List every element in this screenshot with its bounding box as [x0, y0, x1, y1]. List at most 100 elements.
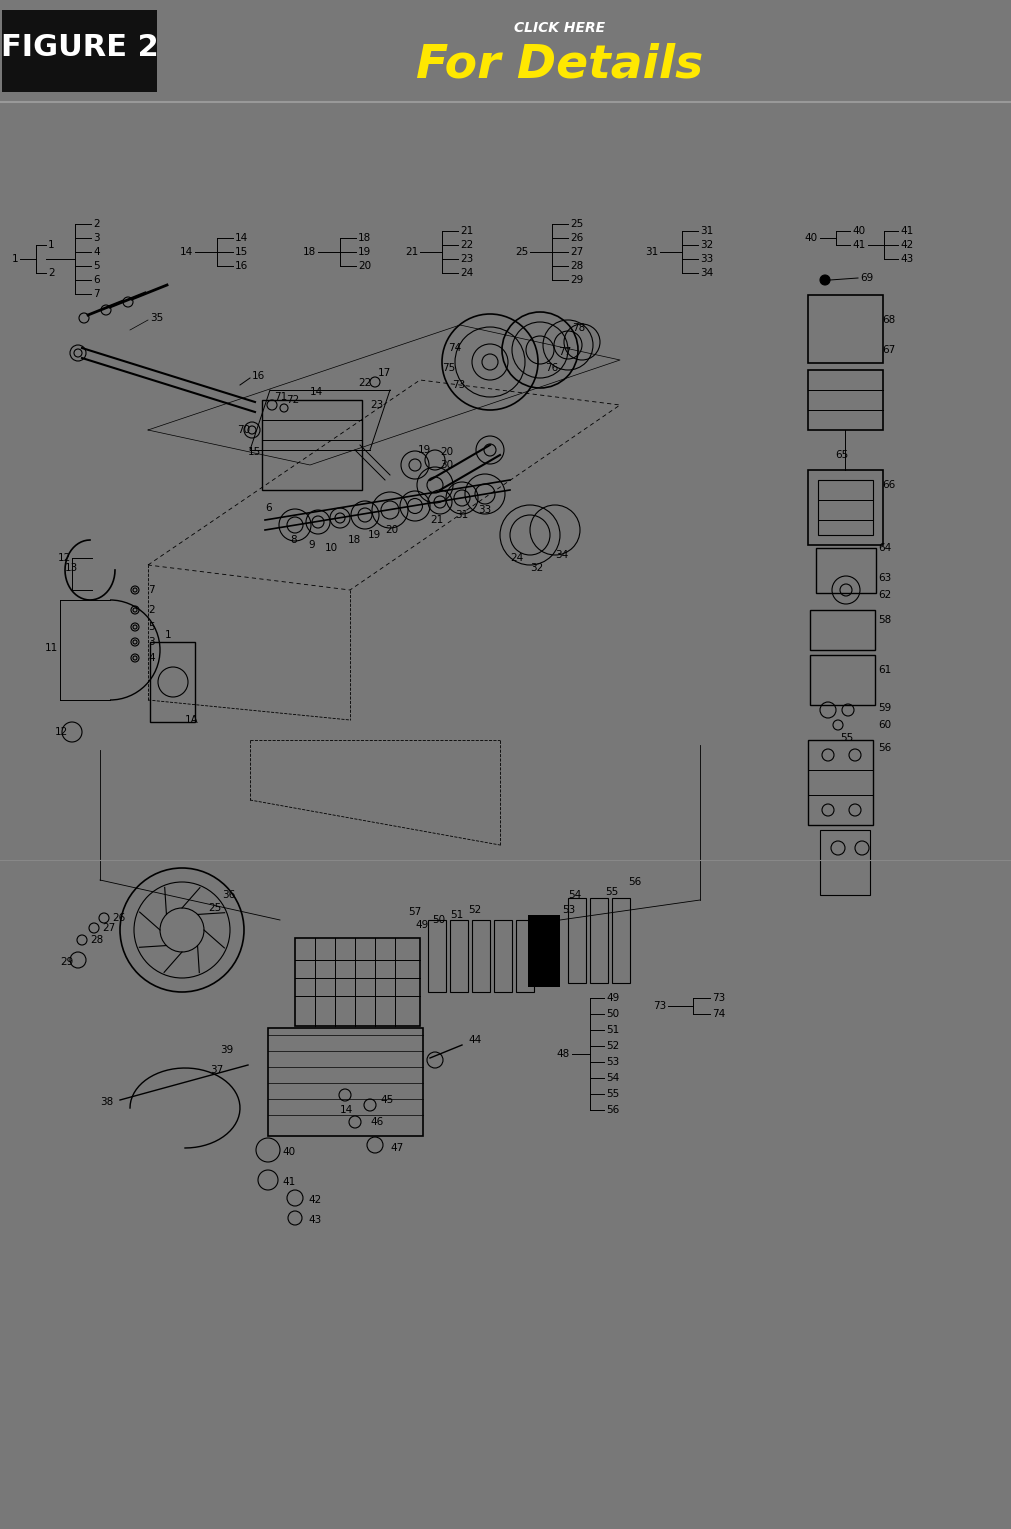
Text: 4: 4: [93, 248, 100, 257]
Text: 17: 17: [378, 368, 391, 378]
Bar: [516, 920, 534, 992]
Text: 32: 32: [700, 240, 713, 251]
Text: 26: 26: [112, 913, 125, 924]
Text: 32: 32: [530, 563, 543, 573]
Text: 14: 14: [340, 1105, 353, 1115]
Text: 29: 29: [570, 275, 583, 284]
Text: 19: 19: [418, 445, 432, 456]
Text: 56: 56: [628, 878, 641, 887]
Text: 14: 14: [235, 232, 249, 243]
Text: 53: 53: [562, 905, 575, 914]
Text: 27: 27: [570, 248, 583, 257]
Text: 43: 43: [308, 1216, 321, 1225]
Bar: [808, 740, 874, 826]
Text: 35: 35: [150, 313, 163, 323]
Text: 31: 31: [645, 248, 658, 257]
Text: 1A: 1A: [185, 716, 199, 725]
Text: 15: 15: [235, 248, 249, 257]
Bar: [808, 370, 883, 430]
Text: 24: 24: [460, 268, 473, 278]
Text: 58: 58: [878, 615, 892, 625]
Text: 59: 59: [878, 703, 892, 713]
Text: 1: 1: [165, 630, 172, 641]
Text: 19: 19: [358, 248, 371, 257]
Text: 72: 72: [286, 394, 299, 405]
Text: 30: 30: [440, 460, 453, 469]
Text: 10: 10: [325, 543, 338, 553]
Text: 27: 27: [102, 924, 115, 933]
Bar: [810, 654, 875, 705]
Text: 18: 18: [302, 248, 316, 257]
Text: 36: 36: [222, 890, 236, 901]
Text: 76: 76: [545, 362, 558, 373]
Text: 12: 12: [58, 553, 71, 563]
Text: 47: 47: [390, 1144, 403, 1153]
Text: 77: 77: [558, 347, 571, 356]
Text: 51: 51: [606, 1024, 620, 1035]
Text: 42: 42: [308, 1196, 321, 1205]
Text: 60: 60: [878, 720, 891, 729]
Text: 23: 23: [460, 254, 473, 265]
Text: 33: 33: [478, 505, 491, 515]
Text: 22: 22: [460, 240, 473, 251]
Bar: [295, 937, 420, 1026]
Text: 39: 39: [220, 1044, 234, 1055]
Text: 56: 56: [606, 1105, 620, 1115]
Text: 73: 73: [712, 992, 725, 1003]
Text: 66: 66: [882, 480, 896, 489]
Bar: [808, 295, 883, 362]
Text: 18: 18: [358, 232, 371, 243]
Text: 68: 68: [882, 315, 896, 326]
Bar: [808, 469, 883, 544]
Text: 50: 50: [606, 1009, 619, 1018]
Bar: [450, 920, 468, 992]
Text: 45: 45: [380, 1095, 393, 1105]
Text: 14: 14: [180, 248, 193, 257]
Text: 16: 16: [235, 261, 249, 271]
Text: 56: 56: [878, 743, 892, 752]
Text: 38: 38: [100, 1096, 113, 1107]
Text: 49: 49: [415, 920, 429, 930]
Text: 15: 15: [248, 446, 261, 457]
Text: 31: 31: [700, 226, 713, 235]
Text: 48: 48: [557, 1049, 570, 1060]
Text: 64: 64: [878, 543, 892, 553]
Text: 6: 6: [265, 503, 272, 514]
Text: 25: 25: [570, 219, 583, 229]
Text: 25: 25: [515, 248, 528, 257]
Text: 26: 26: [570, 232, 583, 243]
Text: 31: 31: [455, 511, 468, 520]
Text: 71: 71: [274, 391, 287, 402]
Text: 40: 40: [805, 232, 818, 243]
Bar: [262, 401, 362, 489]
Text: 34: 34: [700, 268, 713, 278]
Text: 67: 67: [882, 346, 896, 355]
Text: 54: 54: [568, 890, 581, 901]
Text: 55: 55: [605, 887, 619, 898]
Text: 9: 9: [308, 540, 314, 550]
Text: 5: 5: [148, 622, 155, 631]
Bar: [820, 830, 870, 894]
Text: 13: 13: [65, 563, 78, 573]
Text: 34: 34: [555, 550, 568, 560]
Text: 23: 23: [370, 401, 383, 410]
Text: 5: 5: [93, 261, 100, 271]
Text: 52: 52: [606, 1041, 620, 1050]
Text: 21: 21: [404, 248, 418, 257]
Bar: [472, 920, 490, 992]
Bar: [818, 480, 874, 535]
Text: 6: 6: [93, 275, 100, 284]
Text: 70: 70: [237, 425, 250, 434]
Text: 2: 2: [93, 219, 100, 229]
Text: 1: 1: [11, 254, 18, 265]
Text: 50: 50: [432, 914, 445, 925]
Text: 65: 65: [835, 450, 848, 460]
Text: CLICK HERE: CLICK HERE: [515, 21, 606, 35]
Bar: [150, 642, 195, 722]
Text: 41: 41: [852, 240, 865, 251]
Bar: [428, 920, 446, 992]
Bar: [590, 898, 608, 983]
Text: 28: 28: [90, 936, 103, 945]
Text: 4: 4: [148, 653, 155, 664]
Text: FIGURE 2: FIGURE 2: [1, 34, 159, 63]
